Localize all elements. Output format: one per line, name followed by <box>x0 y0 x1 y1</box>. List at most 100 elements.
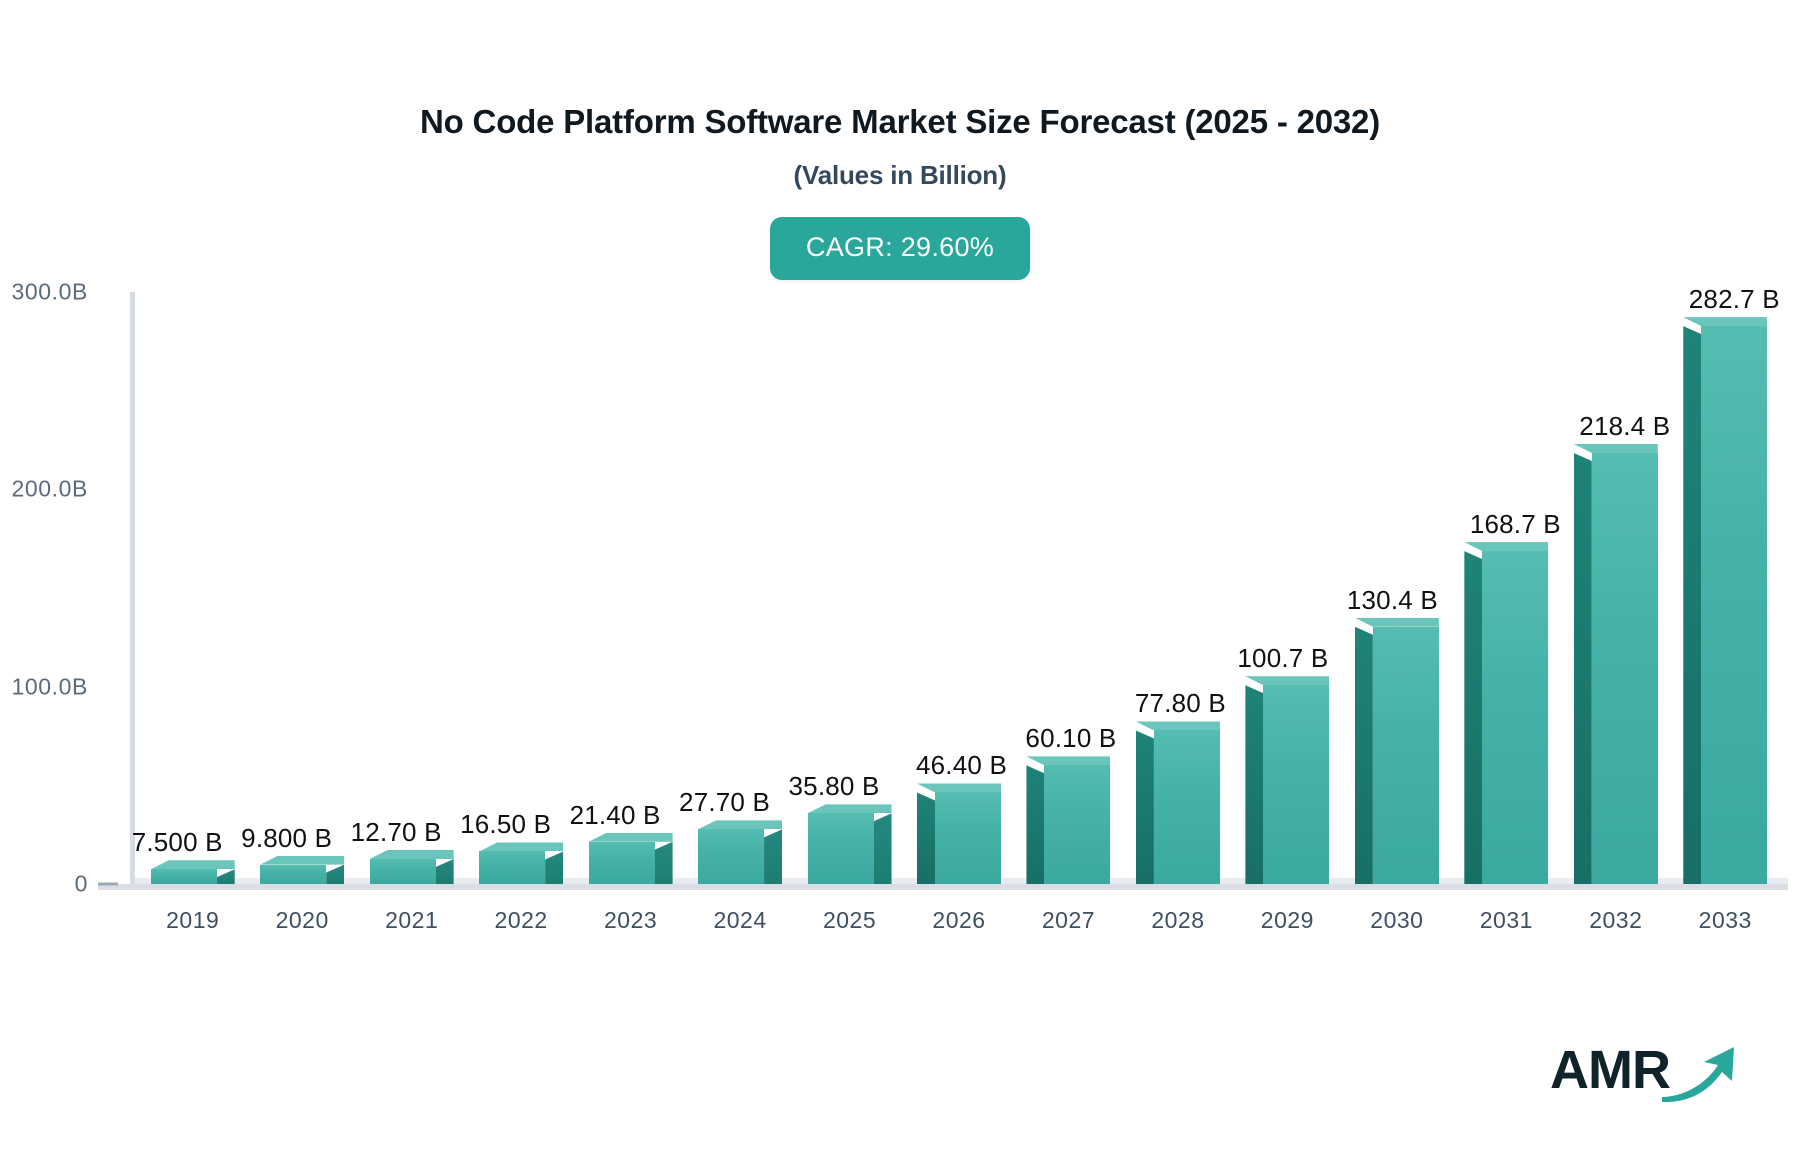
amr-logo-text: AMR <box>1550 1039 1671 1100</box>
bar: 168.7 B <box>1464 509 1561 884</box>
bar-top-face <box>807 804 892 814</box>
bar-front-face <box>479 851 546 884</box>
y-axis-line <box>130 292 135 887</box>
bar-side-face <box>1135 730 1154 884</box>
bar-value-label: 100.7 B <box>1237 643 1329 674</box>
bar-top-face <box>1135 721 1220 731</box>
bar: 282.7 B <box>1683 284 1780 884</box>
bar: 16.50 B <box>460 809 564 884</box>
bar-front-face <box>260 864 327 884</box>
x-axis-tick-label: 2027 <box>1041 907 1096 933</box>
bar-top-face <box>479 842 564 852</box>
x-axis-tick-label: 2031 <box>1479 907 1533 933</box>
bar-side-face <box>1683 326 1702 884</box>
bar-side-face <box>873 813 892 884</box>
cagr-badge-container: CAGR: 29.60% <box>0 217 1800 281</box>
growth-arrow-icon <box>1660 1045 1738 1108</box>
bar-value-label: 218.4 B <box>1579 411 1671 442</box>
bar-side-face <box>1245 685 1264 884</box>
bar-side-face <box>764 829 783 884</box>
cagr-badge: CAGR: 29.60% <box>769 217 1031 281</box>
x-axis-tick-label: 2026 <box>932 907 986 933</box>
x-axis-tick-label: 2025 <box>822 907 877 933</box>
bar-top-face <box>917 783 1001 793</box>
bar-side-face <box>545 851 564 884</box>
bar-value-label: 130.4 B <box>1346 584 1438 615</box>
bar-top-face <box>260 855 345 865</box>
bar: 100.7 B <box>1237 643 1330 884</box>
bar-top-face <box>1354 617 1439 627</box>
bar-side-face <box>917 792 935 884</box>
bar-value-label: 16.50 B <box>460 809 552 840</box>
bar-side-face <box>326 864 345 884</box>
bar-top-face <box>369 849 454 859</box>
bar-side-face <box>1464 551 1483 884</box>
chart-header: No Code Platform Software Market Size Fo… <box>0 0 1800 281</box>
x-axis-tick-label: 2024 <box>713 907 767 933</box>
bar-side-face <box>216 869 235 884</box>
bar: 35.80 B <box>789 771 892 884</box>
bar-side-face <box>654 841 673 884</box>
bar: 27.70 B <box>679 787 783 884</box>
x-axis-tick-label: 2028 <box>1151 907 1205 933</box>
bar: 21.40 B <box>570 800 673 884</box>
bar-value-label: 12.70 B <box>350 816 442 847</box>
bar: 130.4 B <box>1347 585 1439 884</box>
bar-top-face <box>1464 542 1549 552</box>
bar-value-label: 77.80 B <box>1134 688 1226 719</box>
x-axis-tick-label: 2020 <box>275 907 329 933</box>
bar-top-face <box>1683 317 1768 327</box>
bar: 12.70 B <box>351 817 454 884</box>
bar-top-face <box>150 860 235 870</box>
bar-front-face <box>807 813 874 884</box>
bar-value-label: 27.70 B <box>679 787 771 818</box>
bar-front-face <box>1153 730 1220 884</box>
bar-value-label: 60.10 B <box>1025 723 1117 754</box>
bar-value-label: 35.80 B <box>788 771 880 802</box>
amr-logo: AMR <box>1550 1031 1738 1108</box>
x-axis-tick-label: 2022 <box>494 907 548 933</box>
chart-subtitle: (Values in Billion) <box>793 160 1007 191</box>
bar: 218.4 B <box>1573 411 1670 884</box>
x-axis-tick-label: 2029 <box>1260 907 1314 933</box>
x-axis-tick-label: 2033 <box>1698 907 1752 933</box>
bar-front-face <box>1701 326 1768 884</box>
y-axis-tick-mark <box>98 882 118 886</box>
bar: 60.10 B <box>1025 723 1116 884</box>
bar-side-face <box>1354 626 1373 884</box>
bar: 77.80 B <box>1135 688 1226 884</box>
x-axis-tick-label: 2023 <box>604 907 658 933</box>
bar-top-face <box>1573 444 1658 454</box>
bar-value-label: 21.40 B <box>569 799 661 830</box>
bar-side-face <box>1573 453 1592 884</box>
y-axis-tick-label: 300.0B <box>11 278 88 305</box>
bar-value-label: 168.7 B <box>1469 509 1561 540</box>
bar-top-face <box>588 832 673 842</box>
bar-side-face <box>1026 765 1045 884</box>
bar-value-label: 7.500 B <box>131 827 223 858</box>
x-axis-tick-label: 2021 <box>385 907 439 933</box>
bar-value-label: 9.800 B <box>241 822 333 853</box>
bar-front-face <box>698 829 765 884</box>
bar-front-face <box>369 858 436 884</box>
bar-top-face <box>1026 756 1111 766</box>
y-axis-tick-label: 200.0B <box>11 475 88 502</box>
x-axis-tick-label: 2032 <box>1589 907 1643 933</box>
bar-front-face <box>1591 453 1658 884</box>
bar-side-face <box>435 858 454 884</box>
bar-top-face <box>1245 676 1330 686</box>
y-axis-tick-label: 100.0B <box>11 673 88 700</box>
bar-front-face <box>1263 685 1330 884</box>
bar-front-face <box>935 792 1001 884</box>
bar-front-face <box>150 869 217 884</box>
bar-value-label: 46.40 B <box>915 750 1007 781</box>
bar-front-face <box>588 841 655 884</box>
chart-title: No Code Platform Software Market Size Fo… <box>420 103 1380 140</box>
x-axis-tick-label: 2019 <box>166 907 220 933</box>
bar: 46.40 B <box>916 750 1007 884</box>
bar-front-face <box>1482 551 1549 884</box>
x-axis-tick-label: 2030 <box>1370 907 1424 933</box>
bar-value-label: 282.7 B <box>1688 284 1780 315</box>
y-axis-tick-label: 0 <box>74 870 88 897</box>
bar-front-face <box>1372 626 1439 884</box>
